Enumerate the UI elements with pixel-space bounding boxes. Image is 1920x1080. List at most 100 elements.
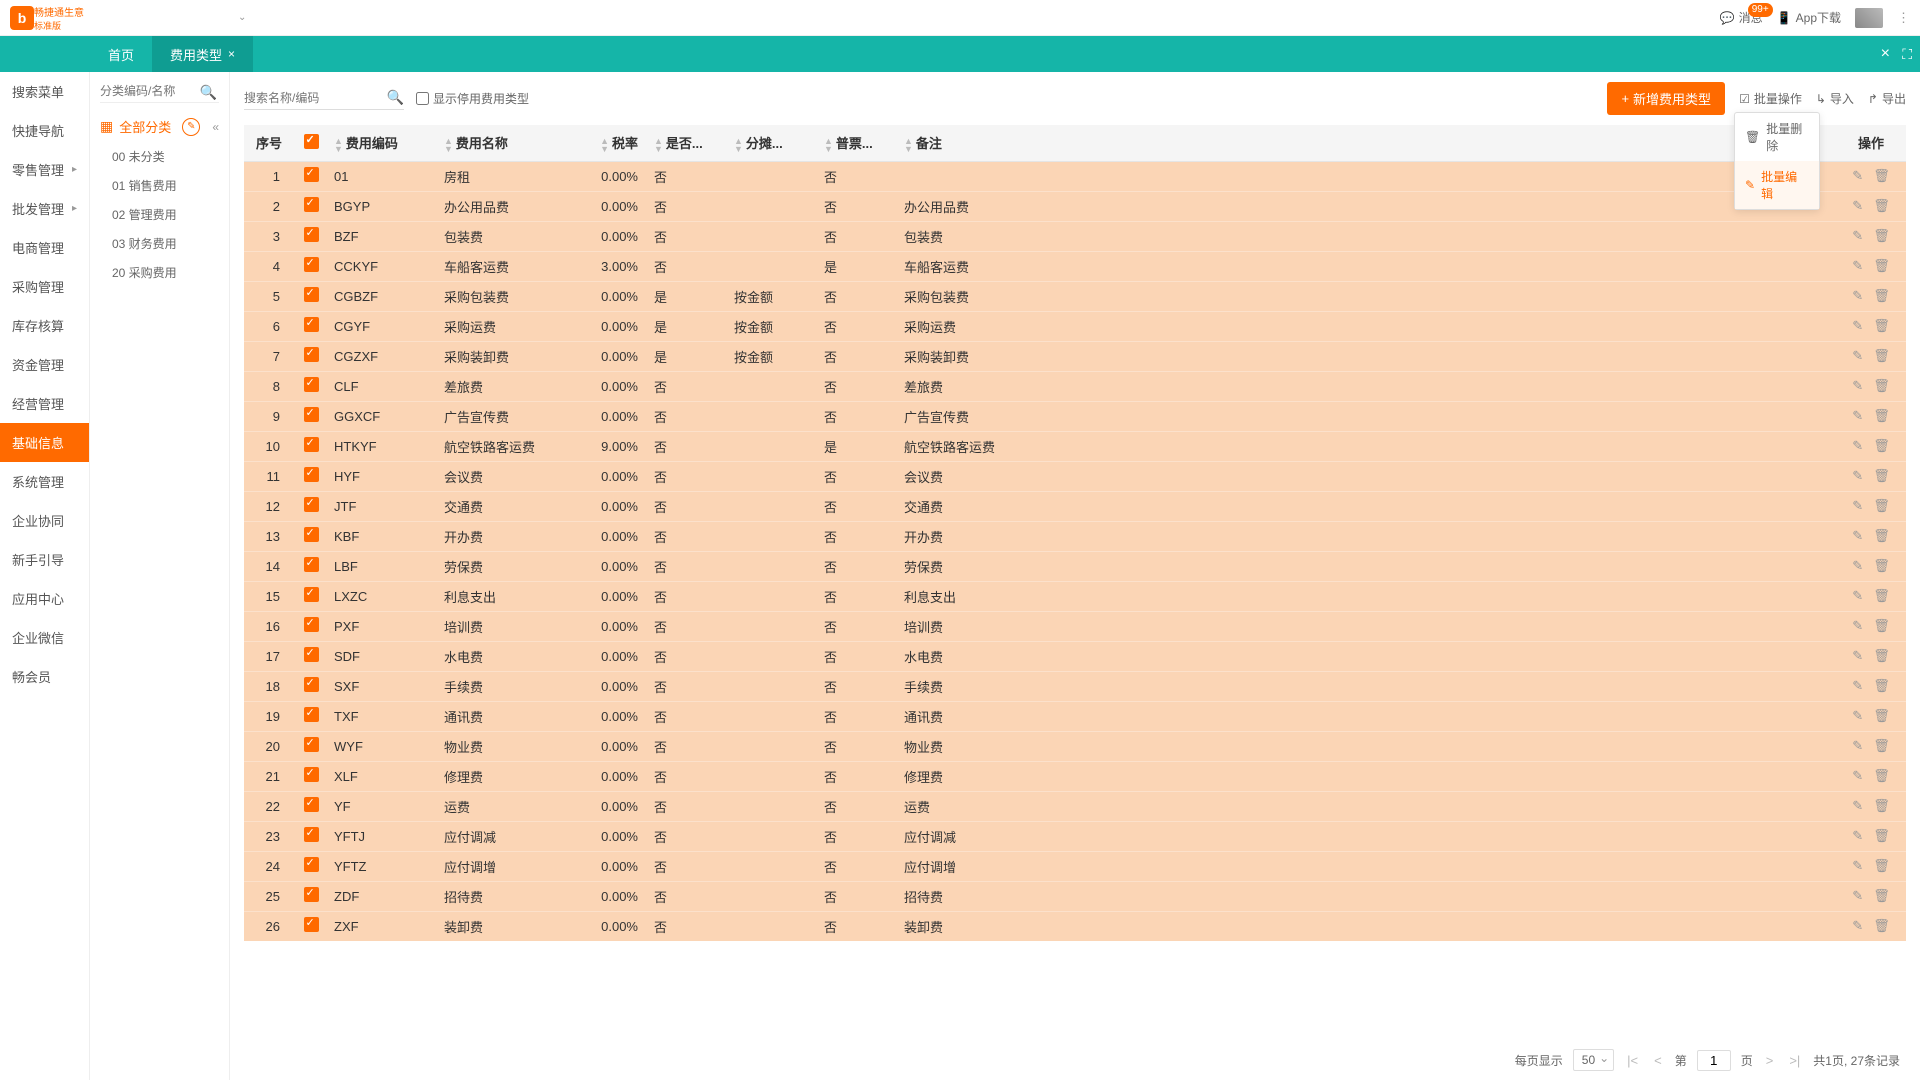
edit-icon[interactable]: ✎ <box>1852 768 1863 784</box>
checkbox-icon[interactable] <box>304 347 319 362</box>
cell-checkbox[interactable] <box>294 491 328 521</box>
delete-icon[interactable]: 🗑 <box>1873 558 1890 574</box>
edit-icon[interactable]: ✎ <box>1852 468 1863 484</box>
table-row[interactable]: 23YFTJ应付调减0.00%否否应付调减✎🗑 <box>244 821 1906 851</box>
sidebar-item[interactable]: 新手引导 <box>0 540 89 579</box>
user-menu-icon[interactable]: ⋮ <box>1897 10 1910 26</box>
add-button[interactable]: + 新增费用类型 <box>1607 82 1725 115</box>
delete-icon[interactable]: 🗑 <box>1873 858 1890 874</box>
sidebar-item[interactable]: 应用中心 <box>0 579 89 618</box>
cell-checkbox[interactable] <box>294 311 328 341</box>
table-row[interactable]: 3BZF包装费0.00%否否包装费✎🗑 <box>244 221 1906 251</box>
checkbox-icon[interactable] <box>304 827 319 842</box>
delete-icon[interactable]: 🗑 <box>1873 438 1890 454</box>
delete-icon[interactable]: 🗑 <box>1873 408 1890 424</box>
table-row[interactable]: 18SXF手续费0.00%否否手续费✎🗑 <box>244 671 1906 701</box>
edit-icon[interactable]: ✎ <box>1852 738 1863 754</box>
col-seq[interactable]: 序号 <box>244 125 294 161</box>
show-disabled-checkbox[interactable]: 显示停用费用类型 <box>416 90 529 107</box>
search-icon[interactable]: 🔍 <box>200 84 217 101</box>
tab-home[interactable]: 首页 <box>90 36 152 72</box>
table-row[interactable]: 6CGYF采购运费0.00%是按金额否采购运费✎🗑 <box>244 311 1906 341</box>
table-row[interactable]: 15LXZC利息支出0.00%否否利息支出✎🗑 <box>244 581 1906 611</box>
app-download-button[interactable]: 📱 App下载 <box>1777 9 1841 26</box>
cell-checkbox[interactable] <box>294 281 328 311</box>
search-icon[interactable]: 🔍 <box>387 89 404 106</box>
checkbox-icon[interactable] <box>304 737 319 752</box>
table-row[interactable]: 101房租0.00%否否✎🗑 <box>244 161 1906 191</box>
last-page-button[interactable]: >| <box>1786 1053 1803 1068</box>
col-remark[interactable]: ▲▼备注 <box>898 125 1836 161</box>
edit-icon[interactable]: ✎ <box>1852 888 1863 904</box>
cell-checkbox[interactable] <box>294 161 328 191</box>
col-code[interactable]: ▲▼费用编码 <box>328 125 438 161</box>
checkbox-icon[interactable] <box>304 857 319 872</box>
table-row[interactable]: 13KBF开办费0.00%否否开办费✎🗑 <box>244 521 1906 551</box>
table-row[interactable]: 19TXF通讯费0.00%否否通讯费✎🗑 <box>244 701 1906 731</box>
sidebar-item[interactable]: 经营管理 <box>0 384 89 423</box>
checkbox-icon[interactable] <box>304 317 319 332</box>
checkbox-icon[interactable] <box>304 647 319 662</box>
table-row[interactable]: 2BGYP办公用品费0.00%否否办公用品费✎🗑 <box>244 191 1906 221</box>
cell-checkbox[interactable] <box>294 221 328 251</box>
cell-checkbox[interactable] <box>294 461 328 491</box>
edit-icon[interactable]: ✎ <box>1852 708 1863 724</box>
sidebar-item[interactable]: 批发管理▸ <box>0 189 89 228</box>
checkbox-icon[interactable] <box>304 677 319 692</box>
delete-icon[interactable]: 🗑 <box>1873 348 1890 364</box>
sidebar-item[interactable]: 快捷导航 <box>0 111 89 150</box>
delete-icon[interactable]: 🗑 <box>1873 828 1890 844</box>
cell-checkbox[interactable] <box>294 551 328 581</box>
delete-icon[interactable]: 🗑 <box>1873 498 1890 514</box>
sidebar-item[interactable]: 系统管理 <box>0 462 89 501</box>
table-row[interactable]: 20WYF物业费0.00%否否物业费✎🗑 <box>244 731 1906 761</box>
cell-checkbox[interactable] <box>294 821 328 851</box>
batch-button[interactable]: ☑ 批量操作 <box>1739 90 1802 107</box>
table-wrap[interactable]: 序号 ▲▼费用编码 ▲▼费用名称 ▲▼税率 ▲▼是否... ▲▼分摊... ▲▼… <box>244 125 1906 1040</box>
col-share[interactable]: ▲▼分摊... <box>728 125 818 161</box>
cell-checkbox[interactable] <box>294 641 328 671</box>
table-row[interactable]: 7CGZXF采购装卸费0.00%是按金额否采购装卸费✎🗑 <box>244 341 1906 371</box>
checkbox-icon[interactable] <box>304 557 319 572</box>
cell-checkbox[interactable] <box>294 761 328 791</box>
sidebar-item[interactable]: 零售管理▸ <box>0 150 89 189</box>
delete-icon[interactable]: 🗑 <box>1873 258 1890 274</box>
delete-icon[interactable]: 🗑 <box>1873 918 1890 934</box>
table-row[interactable]: 17SDF水电费0.00%否否水电费✎🗑 <box>244 641 1906 671</box>
edit-icon[interactable]: ✎ <box>1852 798 1863 814</box>
edit-icon[interactable]: ✎ <box>1852 588 1863 604</box>
tab-current[interactable]: 费用类型 × <box>152 36 253 72</box>
checkbox-icon[interactable] <box>304 527 319 542</box>
cell-checkbox[interactable] <box>294 611 328 641</box>
first-page-button[interactable]: |< <box>1624 1053 1641 1068</box>
edit-icon[interactable]: ✎ <box>1852 198 1863 214</box>
table-row[interactable]: 24YFTZ应付调增0.00%否否应付调增✎🗑 <box>244 851 1906 881</box>
edit-icon[interactable]: ✎ <box>1852 618 1863 634</box>
delete-icon[interactable]: 🗑 <box>1873 708 1890 724</box>
per-page-select[interactable]: 50 <box>1573 1049 1614 1071</box>
sidebar-item[interactable]: 电商管理 <box>0 228 89 267</box>
avatar[interactable] <box>1855 8 1883 28</box>
col-checkbox[interactable] <box>294 125 328 161</box>
checkbox-icon[interactable] <box>304 227 319 242</box>
cell-checkbox[interactable] <box>294 671 328 701</box>
category-item[interactable]: 20 采购费用 <box>90 258 229 287</box>
delete-icon[interactable]: 🗑 <box>1873 618 1890 634</box>
delete-icon[interactable]: 🗑 <box>1873 678 1890 694</box>
export-button[interactable]: ↱ 导出 <box>1868 90 1906 107</box>
expand-icon[interactable]: ⛶ <box>1902 46 1912 63</box>
checkbox-icon[interactable] <box>304 197 319 212</box>
table-row[interactable]: 21XLF修理费0.00%否否修理费✎🗑 <box>244 761 1906 791</box>
col-bool1[interactable]: ▲▼是否... <box>648 125 728 161</box>
checkbox-icon[interactable] <box>304 407 319 422</box>
edit-icon[interactable]: ✎ <box>1852 408 1863 424</box>
table-row[interactable]: 26ZXF装卸费0.00%否否装卸费✎🗑 <box>244 911 1906 941</box>
table-row[interactable]: 22YF运费0.00%否否运费✎🗑 <box>244 791 1906 821</box>
show-disabled-input[interactable] <box>416 92 429 105</box>
sidebar-item[interactable]: 搜索菜单 <box>0 72 89 111</box>
delete-icon[interactable]: 🗑 <box>1873 528 1890 544</box>
checkbox-icon[interactable] <box>304 437 319 452</box>
category-item[interactable]: 01 销售费用 <box>90 171 229 200</box>
edit-icon[interactable]: ✎ <box>1852 258 1863 274</box>
messages-button[interactable]: 💬 消息 99+ <box>1720 9 1763 26</box>
